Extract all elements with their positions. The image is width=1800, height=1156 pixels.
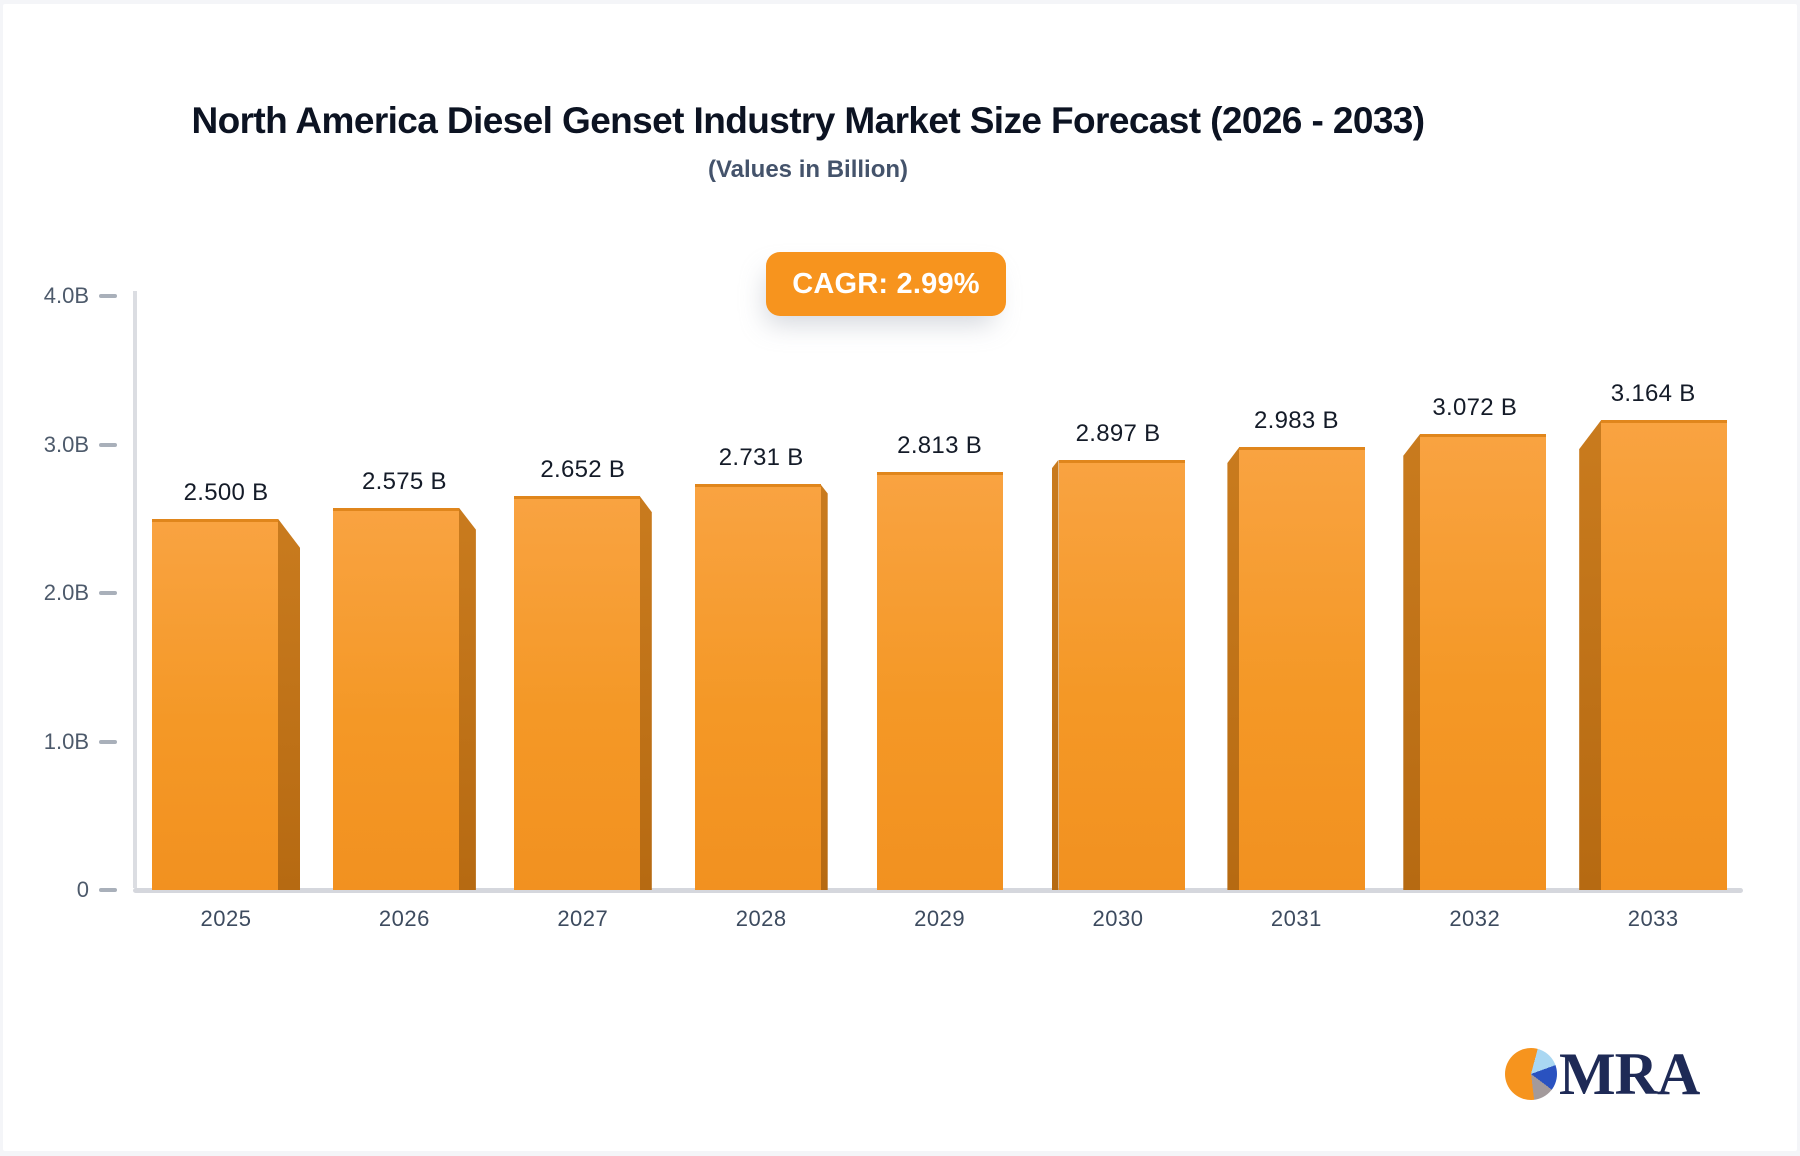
bar-2032 — [1403, 433, 1547, 890]
bar-2026 — [332, 507, 476, 890]
bar-value-label: 2.813 B — [897, 432, 983, 460]
x-axis-label-2027: 2027 — [557, 906, 609, 931]
y-tick-mark — [99, 442, 117, 447]
bar-face — [1058, 459, 1185, 890]
x-axis-label-2029: 2029 — [914, 906, 966, 931]
bar-face — [1601, 420, 1728, 890]
cagr-badge-label: CAGR: 2.99% — [792, 267, 980, 300]
bar-face — [876, 472, 1003, 890]
bar-3d-side — [1579, 420, 1602, 890]
y-tick-label: 0 — [76, 877, 89, 902]
bar-3d-side — [1403, 433, 1421, 890]
y-tick-mark — [99, 294, 117, 298]
x-axis-label-2032: 2032 — [1449, 906, 1501, 931]
bar-2029 — [876, 472, 1003, 890]
bar-2033 — [1579, 420, 1728, 890]
chart-subtitle: (Values in Billion) — [707, 156, 909, 183]
y-tick-mark — [99, 739, 117, 744]
pie-chart-logo-icon — [1505, 1048, 1557, 1100]
bar-value-label: 3.164 B — [1610, 380, 1696, 408]
y-tick-label: 3.0B — [43, 431, 89, 457]
bar-2031 — [1227, 447, 1366, 890]
x-axis-label-2025: 2025 — [200, 906, 252, 931]
bar-2025 — [152, 518, 300, 890]
mra-logo: MRA — [1505, 1041, 1700, 1107]
bar-value-label: 2.897 B — [1075, 419, 1161, 447]
x-axis-label-2026: 2026 — [378, 906, 430, 931]
bar-3d-side — [1227, 447, 1240, 890]
bar-3d-side — [458, 507, 476, 890]
bar-value-label: 2.652 B — [540, 456, 626, 484]
bar-2030 — [1051, 459, 1185, 890]
bar-value-label: 2.575 B — [361, 467, 447, 495]
bar-3d-side — [1051, 459, 1059, 890]
y-tick-mark — [99, 888, 117, 892]
x-axis-line — [133, 888, 1743, 893]
bar-value-label: 2.500 B — [183, 478, 269, 506]
bar-face — [1420, 433, 1547, 890]
bar-2028 — [694, 484, 828, 890]
y-tick-label: 1.0B — [43, 728, 89, 754]
bar-3d-side — [820, 484, 828, 890]
y-tick-label: 2.0B — [43, 580, 89, 605]
bar-face — [694, 484, 821, 890]
bar-value-label: 2.731 B — [718, 444, 804, 472]
y-tick-label: 4.0B — [43, 283, 89, 308]
logo-text: MRA — [1559, 1041, 1700, 1107]
bar-3d-side — [278, 518, 300, 890]
y-tick-mark — [99, 591, 117, 595]
bar-3d-side — [639, 496, 652, 890]
chart-card: North America Diesel Genset Industry Mar… — [3, 4, 1797, 1151]
x-axis-label-2030: 2030 — [1092, 906, 1144, 931]
bar-face — [152, 518, 278, 890]
bar-face — [513, 496, 640, 890]
chart-title: North America Diesel Genset Industry Mar… — [191, 100, 1425, 141]
bar-2027 — [513, 496, 652, 890]
bar-value-label: 3.072 B — [1432, 393, 1518, 421]
bar-face — [332, 507, 459, 890]
bar-value-label: 2.983 B — [1253, 407, 1339, 435]
y-axis-line — [133, 291, 137, 888]
x-axis-label-2028: 2028 — [735, 906, 787, 931]
x-axis-label-2033: 2033 — [1627, 906, 1679, 931]
bar-face — [1239, 447, 1366, 890]
x-axis-label-2031: 2031 — [1270, 906, 1322, 931]
cagr-badge: CAGR: 2.99% — [766, 252, 1006, 316]
